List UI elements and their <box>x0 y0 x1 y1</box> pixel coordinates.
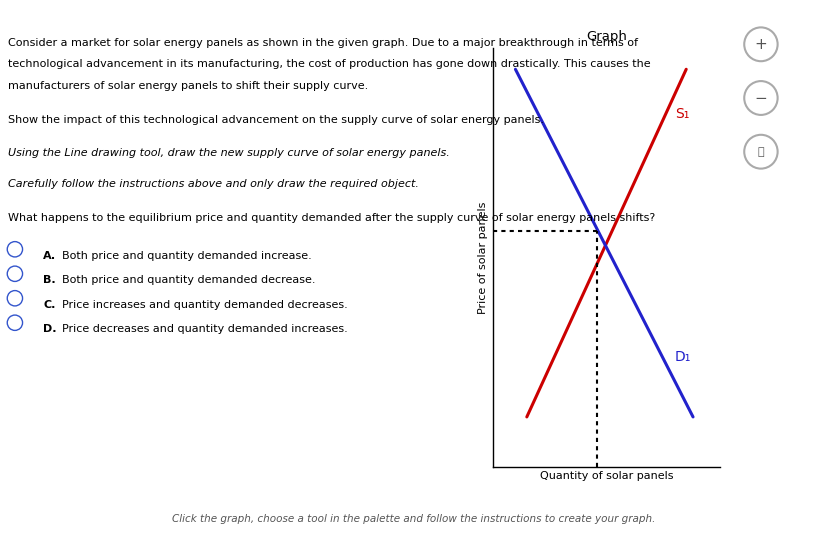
Text: Carefully follow the instructions above and only draw the required object.: Carefully follow the instructions above … <box>8 179 418 190</box>
Text: Using the Line drawing tool, draw the new supply curve of solar energy panels.: Using the Line drawing tool, draw the ne… <box>8 148 450 158</box>
Text: S₁: S₁ <box>674 107 688 121</box>
Text: Both price and quantity demanded increase.: Both price and quantity demanded increas… <box>62 251 312 261</box>
Text: ⧉: ⧉ <box>757 147 763 157</box>
Text: Both price and quantity demanded decrease.: Both price and quantity demanded decreas… <box>62 275 315 285</box>
Text: manufacturers of solar energy panels to shift their supply curve.: manufacturers of solar energy panels to … <box>8 82 368 91</box>
Text: A.: A. <box>43 251 56 261</box>
Text: Price increases and quantity demanded decreases.: Price increases and quantity demanded de… <box>62 300 347 310</box>
Text: technological advancement in its manufacturing, the cost of production has gone : technological advancement in its manufac… <box>8 60 650 69</box>
Text: +: + <box>753 37 767 52</box>
Text: Price decreases and quantity demanded increases.: Price decreases and quantity demanded in… <box>62 324 347 335</box>
Text: Show the impact of this technological advancement on the supply curve of solar e: Show the impact of this technological ad… <box>8 115 543 125</box>
Text: Consider a market for solar energy panels as shown in the given graph. Due to a : Consider a market for solar energy panel… <box>8 38 638 48</box>
Text: B.: B. <box>43 275 55 285</box>
Text: D.: D. <box>43 324 56 335</box>
Y-axis label: Price of solar panels: Price of solar panels <box>478 201 488 314</box>
Text: Click the graph, choose a tool in the palette and follow the instructions to cre: Click the graph, choose a tool in the pa… <box>172 513 655 524</box>
X-axis label: Quantity of solar panels: Quantity of solar panels <box>539 471 672 481</box>
Text: −: − <box>753 91 767 105</box>
Text: What happens to the equilibrium price and quantity demanded after the supply cur: What happens to the equilibrium price an… <box>8 213 655 223</box>
Title: Graph: Graph <box>586 30 626 43</box>
Text: D₁: D₁ <box>674 350 691 364</box>
Text: C.: C. <box>43 300 55 310</box>
